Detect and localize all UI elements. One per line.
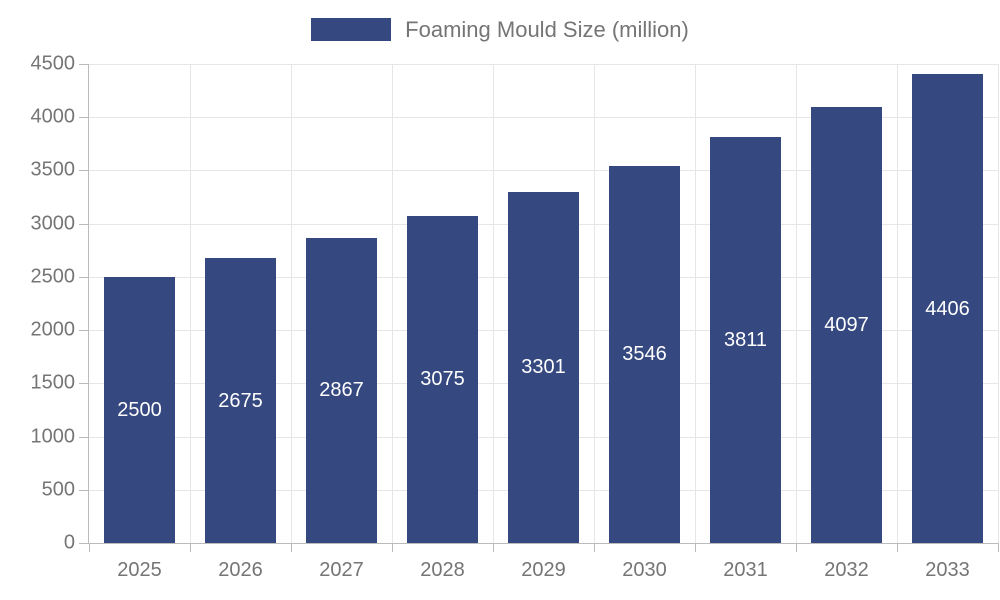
x-axis-label: 2028 [420, 559, 465, 581]
y-axis-label: 2500 [30, 265, 76, 288]
bar-value-label: 3301 [521, 356, 566, 379]
y-axis-tick [79, 489, 89, 491]
y-axis-tick [79, 436, 89, 438]
legend-swatch [311, 18, 392, 41]
bar[interactable]: 2675 [205, 258, 276, 543]
x-axis-label: 2029 [521, 559, 566, 581]
x-axis-tick [897, 543, 898, 552]
gridline-vertical [291, 64, 292, 543]
bar[interactable]: 3546 [609, 165, 680, 543]
bar-value-label: 4097 [824, 313, 869, 336]
plot-area: 0 500 1000 1500 2000 2500 3000 3500 4000 4500 2500… [31, 53, 999, 581]
y-axis-label: 0 [63, 531, 75, 554]
bar-value-label: 2500 [117, 398, 162, 421]
y-axis-label: 500 [41, 478, 75, 501]
bar[interactable]: 2500 [104, 276, 175, 543]
bar[interactable]: 3075 [407, 215, 478, 543]
x-axis-label: 2027 [319, 559, 364, 581]
y-axis-tick [79, 117, 89, 119]
gridline-vertical [796, 64, 797, 543]
y-axis-tick [79, 170, 89, 172]
bar[interactable]: 4406 [912, 74, 983, 543]
gridline-vertical [391, 64, 393, 543]
x-axis-label: 2032 [824, 559, 869, 581]
bar-value-label: 2675 [218, 389, 263, 412]
x-axis-tick [291, 543, 292, 552]
gridline-vertical [998, 64, 999, 543]
x-axis-tick [594, 543, 595, 552]
x-axis-label: 2026 [218, 559, 263, 581]
bar-value-label: 3075 [420, 368, 465, 391]
y-axis-label: 4000 [30, 105, 76, 128]
gridline-vertical [594, 64, 595, 543]
gridline-vertical [190, 64, 191, 543]
bar-value-label: 3811 [723, 329, 767, 352]
bar[interactable]: 4097 [811, 106, 882, 543]
y-axis-label: 1500 [30, 371, 76, 394]
y-axis-tick [79, 64, 89, 65]
y-axis-label: 3500 [30, 158, 76, 181]
bar[interactable]: 3811 [710, 137, 781, 543]
x-axis-label: 2030 [622, 559, 667, 581]
legend-label: Foaming Mould Size (million) [405, 17, 689, 42]
gridline-vertical [694, 64, 696, 543]
gridline-horizontal [89, 170, 998, 172]
x-axis-tick [391, 543, 393, 552]
x-axis-tick [998, 543, 999, 552]
x-axis-tick [796, 543, 797, 552]
gridline-horizontal [89, 117, 998, 119]
bar-value-label: 2867 [319, 379, 364, 402]
y-axis-tick [79, 330, 89, 332]
bar-value-label: 4406 [925, 297, 970, 320]
y-axis-label: 2000 [30, 318, 76, 341]
gridline-vertical [493, 64, 494, 543]
y-axis-tick [79, 276, 89, 278]
bar[interactable]: 3301 [508, 191, 579, 543]
x-axis-label: 2033 [925, 559, 970, 581]
x-axis-tick [493, 543, 494, 552]
y-axis-tick [79, 223, 89, 225]
x-axis-tick [694, 543, 696, 552]
y-axis-label: 1000 [30, 425, 76, 448]
x-axis-label: 2025 [117, 559, 162, 581]
gridline-horizontal [89, 64, 998, 65]
y-axis-tick [79, 543, 89, 544]
legend[interactable]: Foaming Mould Size (million) [0, 18, 1000, 41]
y-axis-tick [79, 383, 89, 385]
x-axis-label: 2031 [723, 559, 768, 581]
x-axis-tick [190, 543, 191, 552]
y-axis-label: 4500 [30, 52, 76, 75]
y-axis-label: 3000 [30, 212, 76, 235]
bar-value-label: 3546 [622, 343, 667, 366]
gridline-vertical [897, 64, 898, 543]
x-axis-tick [89, 543, 90, 552]
bar[interactable]: 2867 [306, 237, 377, 543]
